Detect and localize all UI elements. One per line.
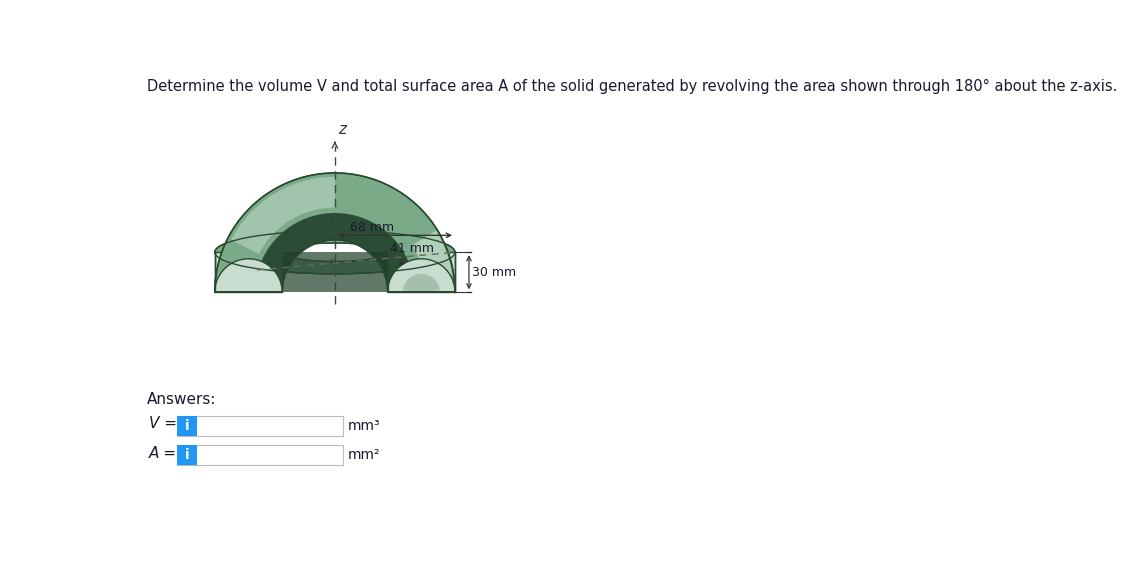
Polygon shape — [255, 213, 414, 292]
Text: mm²: mm² — [348, 448, 380, 462]
FancyBboxPatch shape — [177, 416, 196, 435]
Text: *: * — [329, 258, 336, 273]
FancyBboxPatch shape — [177, 444, 196, 465]
Polygon shape — [403, 274, 439, 292]
Ellipse shape — [215, 231, 455, 274]
Polygon shape — [387, 252, 455, 292]
Text: Answers:: Answers: — [147, 392, 217, 408]
Text: V =: V = — [149, 416, 177, 431]
Polygon shape — [387, 259, 455, 292]
Text: i: i — [184, 448, 190, 462]
Polygon shape — [215, 173, 455, 292]
Text: i: i — [184, 419, 190, 432]
Text: 30 mm: 30 mm — [472, 266, 516, 279]
Polygon shape — [215, 252, 282, 292]
Polygon shape — [231, 177, 335, 254]
Text: 41 mm: 41 mm — [390, 242, 434, 265]
Text: Determine the volume V and total surface area A of the solid generated by revolv: Determine the volume V and total surface… — [147, 79, 1118, 94]
Text: A =: A = — [149, 446, 177, 461]
Polygon shape — [282, 252, 387, 292]
Text: 68 mm: 68 mm — [350, 221, 394, 234]
Ellipse shape — [282, 243, 387, 262]
FancyBboxPatch shape — [177, 444, 343, 465]
Text: z: z — [338, 122, 345, 137]
FancyBboxPatch shape — [177, 416, 343, 435]
Polygon shape — [215, 259, 282, 292]
Text: mm³: mm³ — [348, 419, 380, 432]
Polygon shape — [412, 231, 452, 279]
